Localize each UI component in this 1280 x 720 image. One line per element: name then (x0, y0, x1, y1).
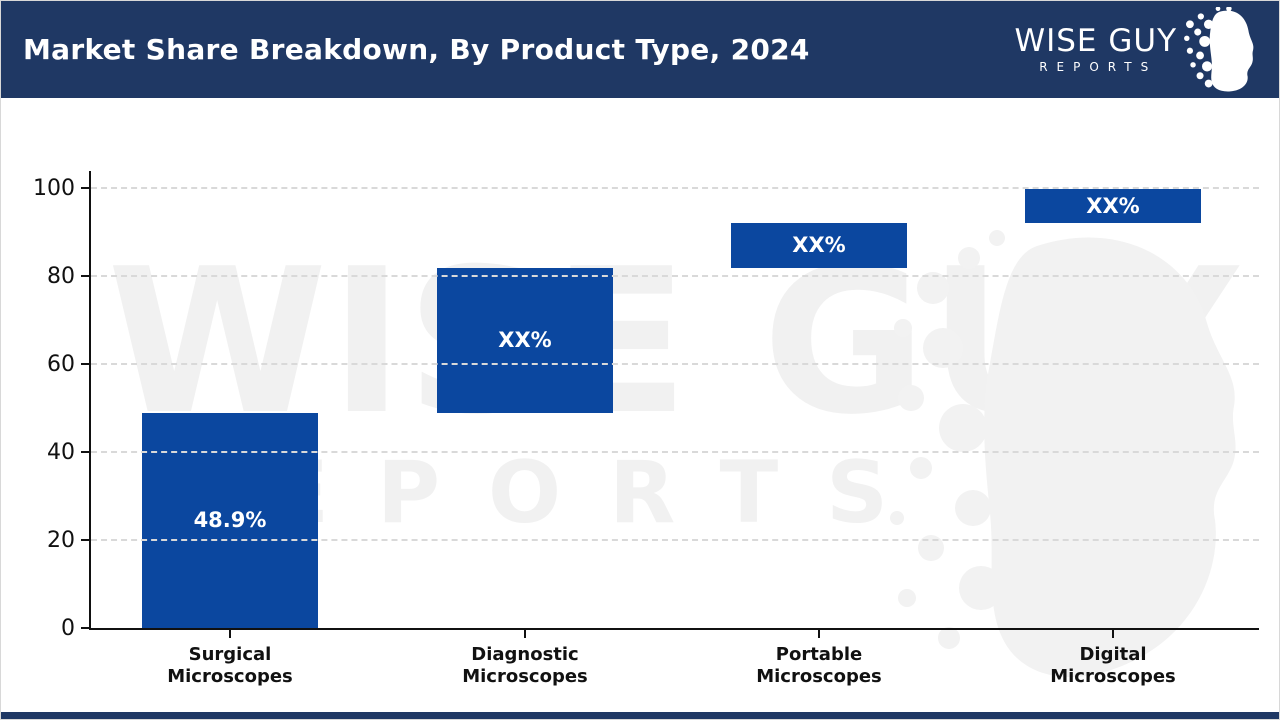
bar-value-label: XX% (498, 328, 552, 353)
gridline (91, 451, 1259, 453)
bar-value-label: XX% (792, 233, 846, 258)
x-tick-mark (229, 630, 231, 638)
y-tick-label: 100 (33, 175, 75, 201)
y-tick-mark (81, 451, 89, 453)
bar: XX% (437, 267, 613, 413)
y-tick-label: 60 (47, 351, 75, 377)
gridline (91, 275, 1259, 277)
x-category-label: Portable Microscopes (756, 644, 882, 687)
bar: XX% (731, 223, 907, 268)
x-category-label: Digital Microscopes (1050, 644, 1176, 687)
y-tick-mark (81, 363, 89, 365)
x-axis-line (89, 628, 1259, 630)
gridline (91, 363, 1259, 365)
y-axis-line (89, 171, 91, 630)
y-tick-mark (81, 539, 89, 541)
x-tick-mark (1112, 630, 1114, 638)
brand-subname: REPORTS (1039, 60, 1158, 74)
header-bar: Market Share Breakdown, By Product Type,… (1, 1, 1279, 98)
bar-value-label: 48.9% (193, 508, 267, 533)
bar: XX% (1025, 188, 1201, 224)
y-tick-mark (81, 627, 89, 629)
y-tick-mark (81, 187, 89, 189)
bar: 48.9% (142, 412, 318, 628)
x-category-label: Diagnostic Microscopes (462, 644, 588, 687)
chart-area: WISE GUY REPORTS 0 20 40 60 80 100 48.9% Surgic… (1, 98, 1279, 712)
y-tick-label: 0 (61, 615, 75, 641)
dotted-head-icon (1184, 6, 1254, 91)
brand-name: WISE GUY (1014, 23, 1177, 59)
y-tick-label: 20 (47, 527, 75, 553)
watermark-head-icon (890, 230, 1236, 678)
x-tick-mark (524, 630, 526, 638)
x-category-label: Surgical Microscopes (167, 644, 293, 687)
page-title: Market Share Breakdown, By Product Type,… (23, 33, 810, 66)
brand-logo-text: WISE GUY REPORTS (1014, 23, 1177, 74)
x-tick-mark (818, 630, 820, 638)
gridline (91, 539, 1259, 541)
bar-value-label: XX% (1086, 194, 1140, 219)
gridline (91, 187, 1259, 189)
y-tick-mark (81, 275, 89, 277)
brand-logo: WISE GUY REPORTS (1014, 6, 1257, 93)
y-tick-label: 40 (47, 439, 75, 465)
footer-bar (1, 712, 1279, 719)
y-tick-label: 80 (47, 263, 75, 289)
